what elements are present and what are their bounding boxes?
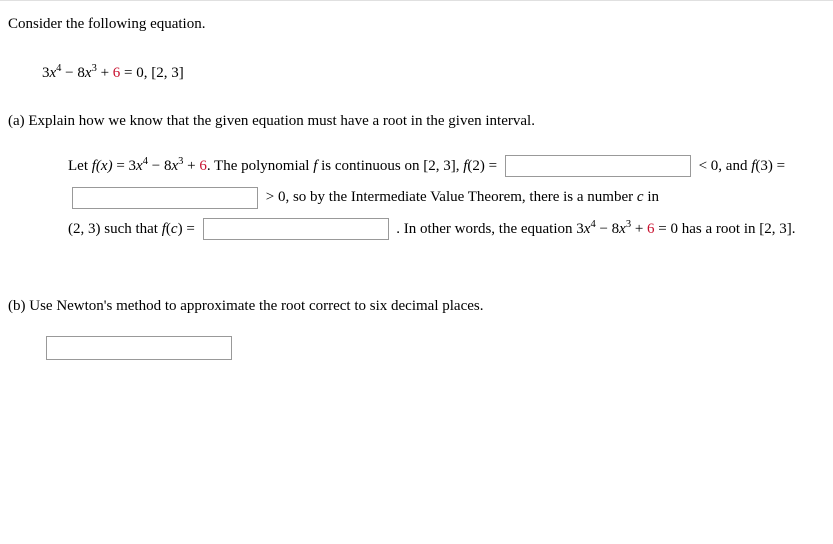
p-plus: + <box>183 158 199 174</box>
f2-input[interactable] <box>505 155 691 177</box>
e2-minus: − <box>596 221 612 237</box>
eq-coef2: 8 <box>77 65 85 81</box>
eq-coef1: 3 <box>42 65 50 81</box>
let-prefix: Let <box>68 158 92 174</box>
part-a-body: Let f(x) = 3x4 − 8x3 + 6. The polynomial… <box>68 151 825 246</box>
intro-line: Consider the following equation. <box>8 13 825 36</box>
eq-eq: = 0, <box>120 65 151 81</box>
gt0: > 0, so by the Intermediate Value Theore… <box>262 189 637 205</box>
eq-plus: + <box>97 65 113 81</box>
eq-var2: x <box>85 65 92 81</box>
intro-text: Consider the following equation. <box>8 16 205 32</box>
fc-input[interactable] <box>203 218 389 240</box>
problem-page: Consider the following equation. 3x4 − 8… <box>0 0 833 394</box>
f3-arg: (3) = <box>755 158 785 174</box>
fc-arg2: ) = <box>178 221 199 237</box>
interval2-pre: (2, 3) such that <box>68 221 162 237</box>
f2-arg: (2) = <box>467 158 500 174</box>
eq-interval: [2, 3] <box>151 65 184 81</box>
lt0: < 0, and <box>695 158 751 174</box>
part-b-body <box>42 336 825 360</box>
part-b: (b) Use Newton's method to approximate t… <box>8 295 825 360</box>
c: c <box>637 189 644 205</box>
e2-plus: + <box>631 221 647 237</box>
part-a-label: (a) Explain how we know that the given e… <box>8 110 825 133</box>
equation-line: 3x4 − 8x3 + 6 = 0, [2, 3] <box>42 62 825 85</box>
p-coef1: 3 <box>129 158 137 174</box>
part-a: (a) Explain how we know that the given e… <box>8 110 825 245</box>
newton-input[interactable] <box>46 336 232 360</box>
p-const: 6 <box>199 158 207 174</box>
in-text: in <box>644 189 659 205</box>
e2-tail: = 0 has a root in [2, 3]. <box>655 221 796 237</box>
c2: c <box>171 221 178 237</box>
cont-text2: is continuous on [2, 3], <box>317 158 463 174</box>
e2-var2: x <box>619 221 626 237</box>
part-b-label: (b) Use Newton's method to approximate t… <box>8 295 825 318</box>
e2-const: 6 <box>647 221 655 237</box>
eq-minus: − <box>61 65 77 81</box>
fx: f(x) <box>92 158 113 174</box>
p-minus: − <box>148 158 164 174</box>
f3-input[interactable] <box>72 187 258 209</box>
p-var1: x <box>136 158 143 174</box>
other-words: . In other words, the equation <box>393 221 577 237</box>
e2-coef1: 3 <box>576 221 584 237</box>
eqs: = <box>113 158 129 174</box>
cont-text: . The polynomial <box>207 158 313 174</box>
